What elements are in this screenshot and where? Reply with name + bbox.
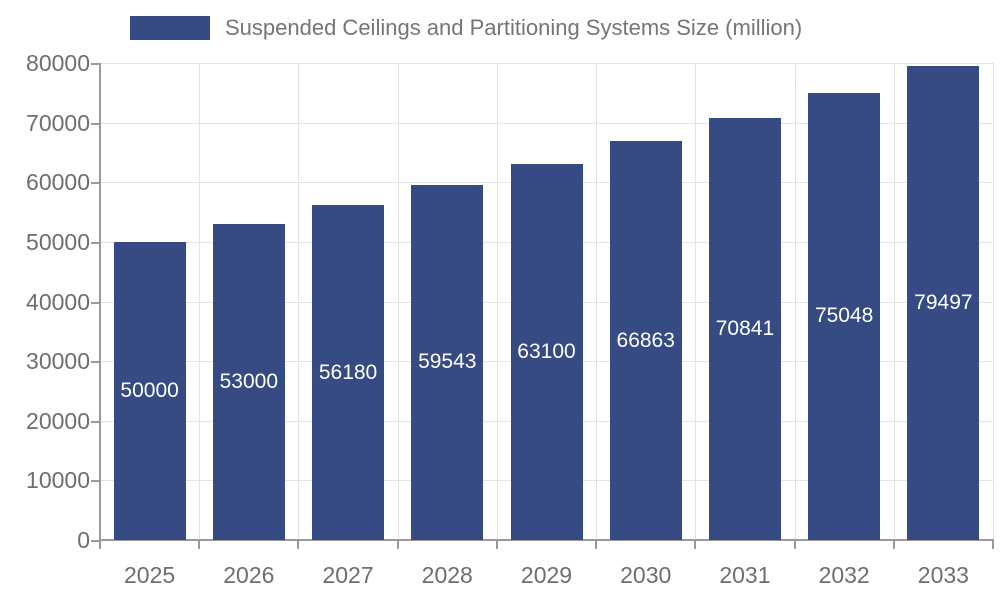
- x-axis-tick: [992, 540, 994, 549]
- bar-2030: [609, 141, 682, 540]
- bar-value-label: 50000: [120, 378, 179, 402]
- x-gridline: [596, 63, 598, 540]
- y-gridline: [100, 63, 993, 64]
- y-axis-label: 50000: [26, 228, 90, 255]
- bar-2031: [708, 117, 781, 540]
- x-axis-tick: [793, 540, 796, 549]
- y-axis-label: 70000: [26, 109, 90, 136]
- y-axis-label: 10000: [26, 467, 90, 494]
- x-axis-label: 2030: [620, 562, 672, 588]
- x-axis-line: [99, 539, 994, 541]
- bar-2032: [808, 92, 881, 540]
- x-axis-label: 2027: [322, 562, 374, 588]
- x-axis-tick: [694, 540, 697, 549]
- y-axis-label: 40000: [26, 288, 90, 315]
- bar-value-label: 63100: [517, 339, 576, 363]
- x-gridline: [893, 63, 895, 540]
- bar-value-label: 79497: [914, 290, 973, 314]
- y-axis-tick: [91, 182, 100, 185]
- legend-label: Suspended Ceilings and Partitioning Syst…: [225, 15, 803, 40]
- bar-value-label: 66863: [616, 328, 675, 352]
- y-axis-label: 20000: [26, 407, 90, 434]
- x-axis-tick: [198, 540, 201, 549]
- x-axis-label: 2025: [124, 562, 176, 588]
- x-axis-tick: [396, 540, 399, 549]
- y-axis-label: 30000: [26, 348, 90, 375]
- x-gridline: [695, 63, 697, 540]
- bar-value-label: 70841: [715, 316, 775, 340]
- x-axis-label: 2031: [719, 562, 771, 588]
- bar-2028: [411, 184, 484, 540]
- bar-2029: [510, 163, 583, 540]
- x-gridline: [993, 63, 994, 540]
- x-gridline: [298, 63, 300, 540]
- x-gridline: [794, 63, 796, 540]
- x-axis-tick: [595, 540, 598, 549]
- y-axis-label: 80000: [26, 50, 90, 76]
- y-axis-tick: [91, 480, 100, 483]
- y-axis-tick: [91, 122, 100, 125]
- bar-2025: [113, 241, 186, 540]
- y-axis-line: [99, 63, 101, 549]
- bar-value-label: 56180: [318, 360, 378, 384]
- y-axis-label: 60000: [26, 169, 90, 196]
- bar-2033: [907, 65, 980, 540]
- x-axis-tick: [892, 540, 895, 549]
- bar-2027: [312, 205, 385, 540]
- x-axis-tick: [495, 540, 498, 549]
- y-axis-tick: [91, 540, 100, 542]
- y-axis-label: 0: [77, 527, 90, 553]
- x-gridline: [199, 63, 201, 540]
- x-gridline: [496, 63, 498, 540]
- y-axis-tick: [91, 420, 100, 423]
- bar-2026: [212, 223, 285, 540]
- y-axis-tick: [91, 241, 100, 244]
- y-axis-tick: [91, 361, 100, 364]
- y-gridline: [100, 122, 993, 124]
- bar-value-label: 75048: [814, 304, 874, 328]
- y-axis-tick: [91, 301, 100, 304]
- legend-item[interactable]: Suspended Ceilings and Partitioning Syst…: [130, 15, 802, 41]
- legend-swatch: [130, 16, 210, 40]
- x-axis-label: 2033: [917, 562, 969, 588]
- x-axis-tick: [297, 540, 300, 549]
- x-axis-label: 2032: [818, 562, 870, 588]
- x-axis-label: 2026: [223, 562, 275, 588]
- x-gridline: [397, 63, 399, 540]
- y-axis-tick: [91, 63, 100, 65]
- x-axis-label: 2029: [520, 562, 573, 588]
- bar-value-label: 59543: [418, 350, 477, 374]
- x-axis-label: 2028: [421, 562, 473, 588]
- bar-value-label: 53000: [219, 369, 279, 393]
